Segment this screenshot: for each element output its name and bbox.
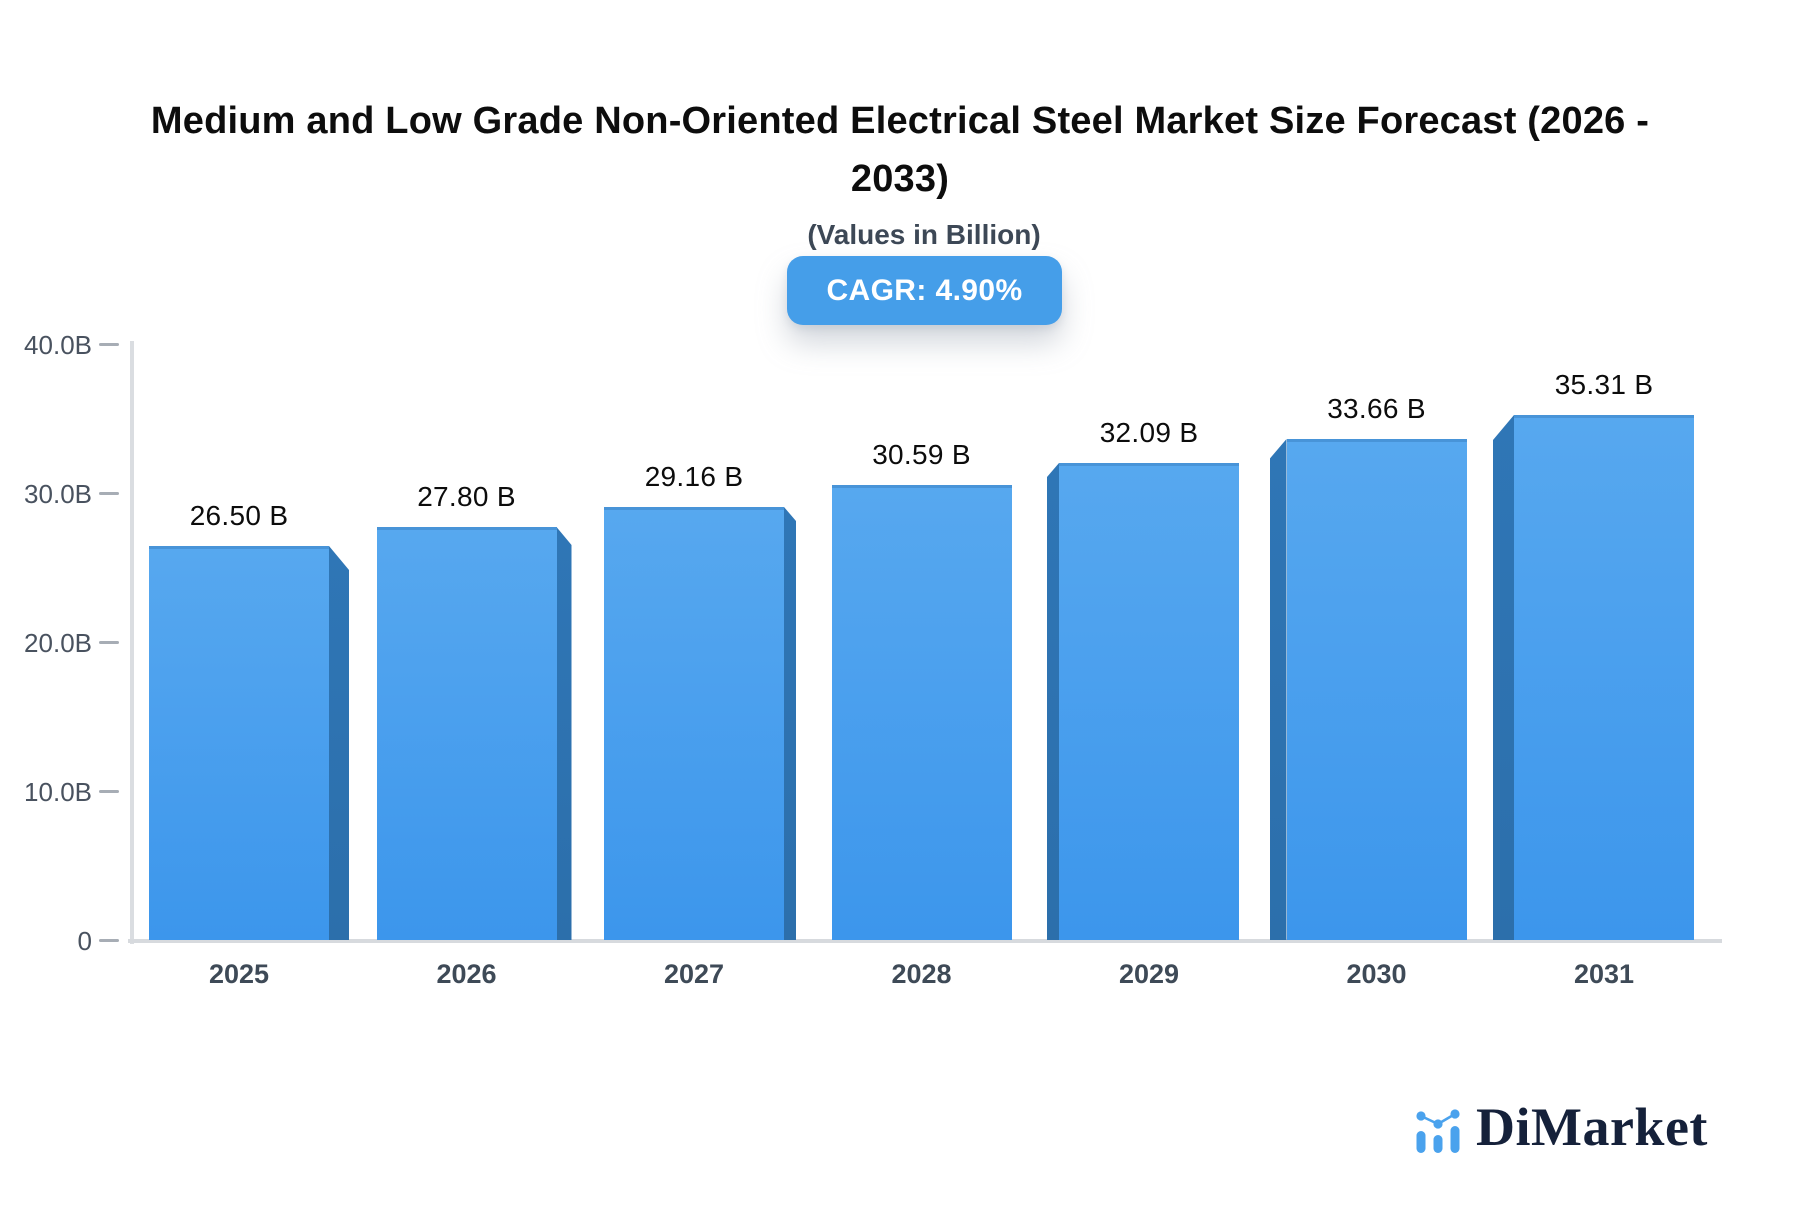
cagr-badge-label: CAGR: 4.90% — [826, 273, 1023, 307]
bar-value-label: 35.31 B — [1554, 369, 1654, 400]
bar — [149, 546, 329, 940]
bar — [604, 507, 784, 940]
y-axis-tick — [99, 343, 119, 346]
bar-side — [784, 507, 796, 940]
x-axis-label: 2028 — [891, 959, 952, 989]
cagr-badge: CAGR: 4.90% — [787, 256, 1062, 325]
bar — [831, 485, 1012, 940]
bar-value-label: 33.66 B — [1327, 393, 1426, 424]
bar-chart-logo-icon — [1414, 1099, 1466, 1155]
bar-value-label: 27.80 B — [417, 481, 516, 512]
x-axis-label: 2031 — [1573, 959, 1635, 989]
brand-logo: DiMarket — [1414, 1096, 1708, 1158]
x-axis-label: 2025 — [208, 959, 270, 989]
bar — [1514, 415, 1694, 940]
bar-side — [1047, 463, 1059, 940]
x-axis-label: 2026 — [436, 959, 497, 989]
bar-value-label: 29.16 B — [644, 461, 744, 492]
x-axis-label: 2030 — [1346, 959, 1407, 989]
bar-value-label: 30.59 B — [872, 439, 971, 470]
bar-side — [556, 527, 572, 940]
bar-value-label: 32.09 B — [1099, 417, 1199, 448]
y-axis-label: 20.0B — [24, 628, 92, 658]
x-axis-label: 2029 — [1118, 959, 1180, 989]
y-axis-label: 0 — [77, 926, 92, 956]
y-axis-tick — [99, 641, 119, 644]
y-axis-tick — [99, 790, 119, 793]
x-axis-line — [128, 939, 1722, 943]
bar — [1059, 463, 1239, 940]
bar-side — [329, 546, 349, 940]
bar-side — [1493, 415, 1514, 940]
bar-side — [1269, 439, 1287, 940]
bar — [376, 527, 557, 940]
chart-subtitle: (Values in Billion) — [807, 219, 1041, 250]
x-axis-label: 2027 — [663, 959, 725, 989]
bar-value-label: 26.50 B — [189, 500, 289, 531]
y-axis-tick — [99, 492, 119, 495]
chart-title: Medium and Low Grade Non-Oriented Electr… — [150, 100, 1650, 200]
y-axis-tick — [99, 939, 119, 942]
y-axis-label: 10.0B — [24, 777, 92, 807]
y-axis-label: 30.0B — [24, 479, 92, 509]
y-axis-line — [130, 341, 134, 944]
bar — [1286, 439, 1467, 940]
brand-name: DiMarket — [1476, 1097, 1708, 1157]
y-axis-label: 40.0B — [24, 330, 92, 360]
